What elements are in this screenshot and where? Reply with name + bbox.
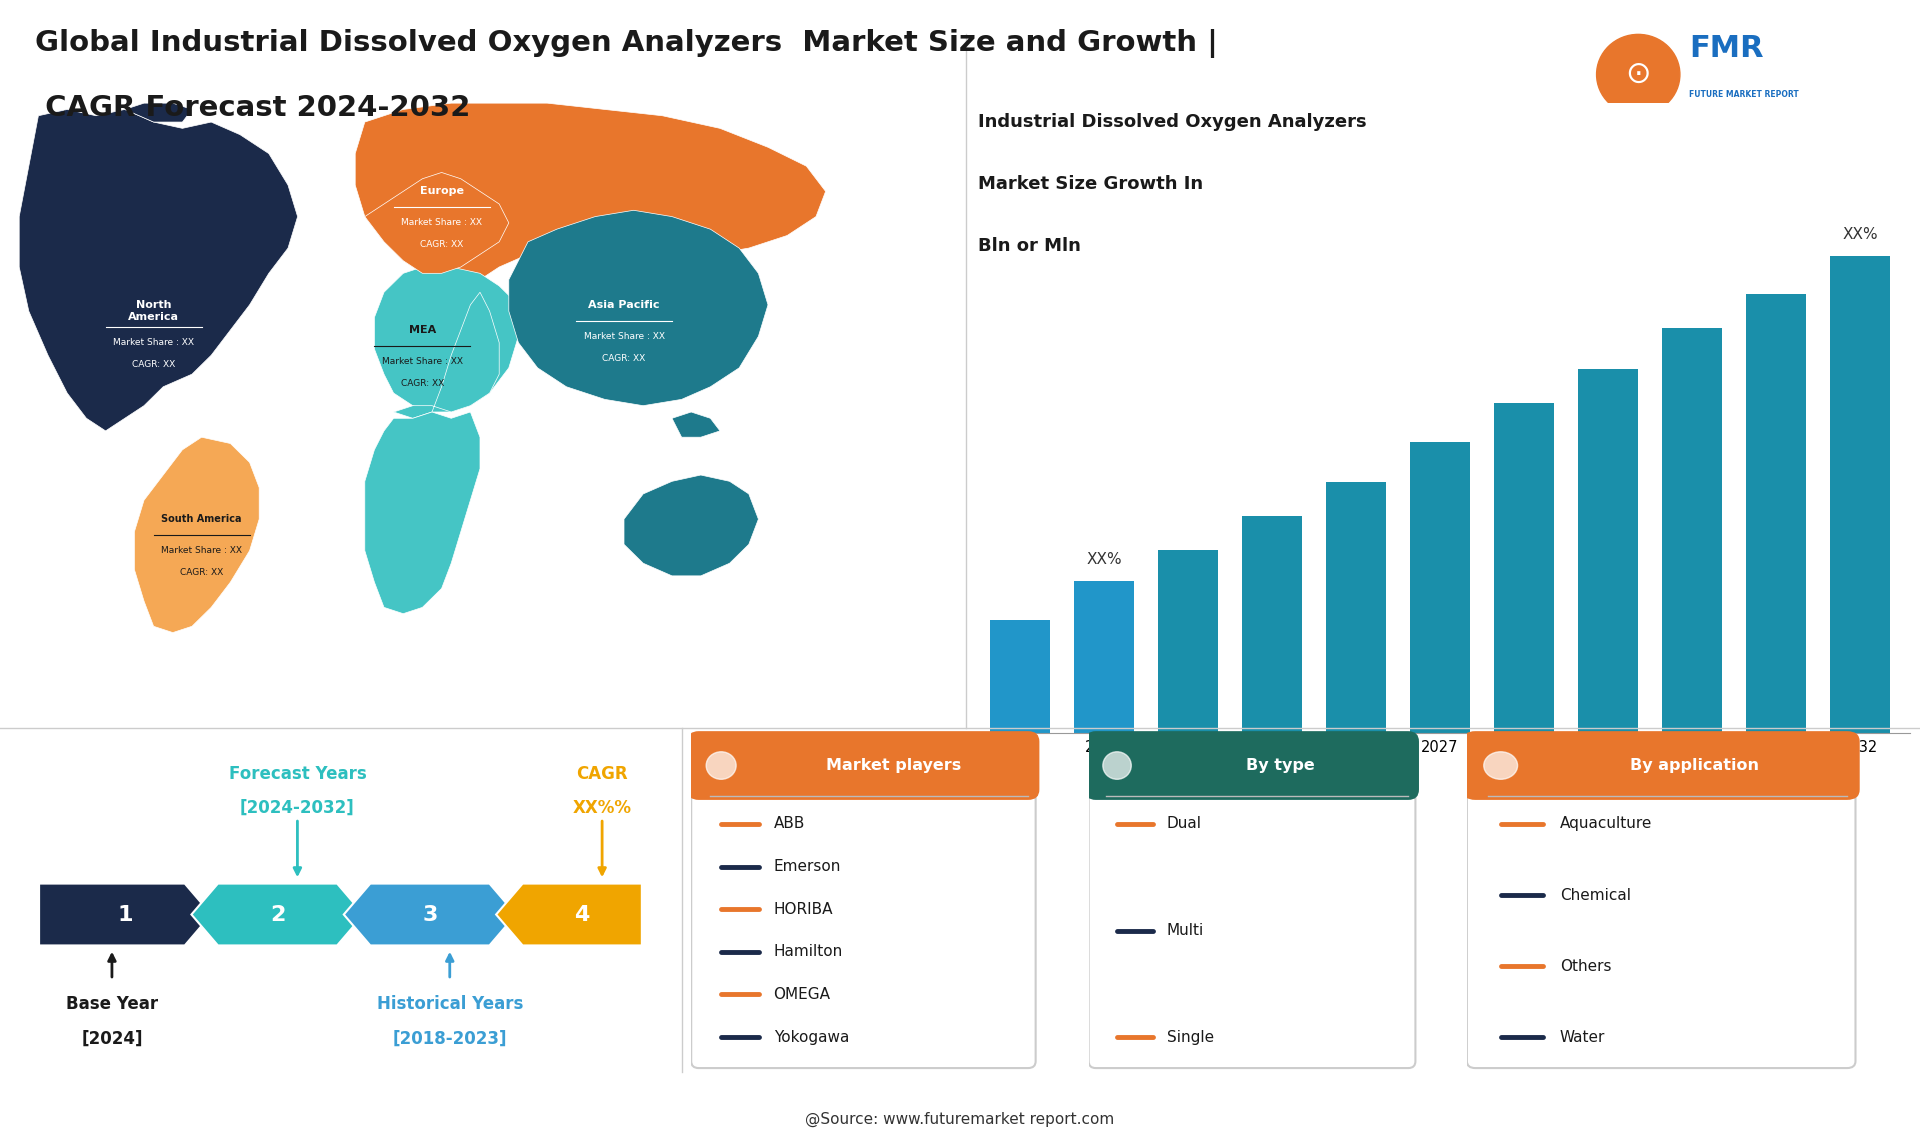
Text: Others: Others [1559, 958, 1611, 974]
Text: Historical Years: Historical Years [376, 995, 522, 1013]
Text: Hamilton: Hamilton [774, 944, 843, 959]
Text: HORIBA: HORIBA [774, 902, 833, 917]
Polygon shape [134, 437, 259, 633]
Text: Multi: Multi [1167, 923, 1204, 939]
Text: South America: South America [161, 515, 242, 524]
Text: CAGR Forecast 2024-2032: CAGR Forecast 2024-2032 [35, 94, 470, 121]
Text: ⊙: ⊙ [1626, 60, 1651, 89]
Bar [1158, 550, 1217, 733]
Polygon shape [192, 884, 363, 945]
Text: FUTURE MARKET REPORT: FUTURE MARKET REPORT [1690, 91, 1799, 99]
Text: Europe: Europe [420, 187, 463, 196]
Text: Forecast Years: Forecast Years [228, 764, 367, 783]
Bar [1409, 441, 1471, 733]
Text: [2024]: [2024] [81, 1029, 142, 1047]
Text: 2: 2 [271, 904, 286, 925]
Polygon shape [394, 292, 499, 418]
Polygon shape [19, 109, 298, 431]
Text: Emerson: Emerson [774, 860, 841, 874]
Circle shape [707, 752, 735, 779]
Text: Market Share : XX: Market Share : XX [161, 547, 242, 555]
Text: MEA: MEA [409, 325, 436, 335]
Text: Market players: Market players [826, 758, 962, 774]
Text: By application: By application [1630, 758, 1759, 774]
Text: CAGR: XX: CAGR: XX [132, 360, 175, 369]
Text: Yokogawa: Yokogawa [774, 1029, 849, 1045]
Bar [1242, 516, 1302, 733]
Text: Base Year: Base Year [65, 995, 157, 1013]
Polygon shape [38, 884, 211, 945]
Polygon shape [125, 103, 192, 121]
Text: XX%: XX% [1087, 552, 1121, 567]
Text: Chemical: Chemical [1559, 887, 1630, 903]
Text: 3: 3 [422, 904, 438, 925]
FancyBboxPatch shape [1085, 731, 1419, 800]
Text: Single: Single [1167, 1029, 1213, 1045]
Polygon shape [672, 411, 720, 437]
Text: CAGR: XX: CAGR: XX [603, 354, 645, 363]
Text: Dual: Dual [1167, 816, 1202, 832]
Text: Asia Pacific: Asia Pacific [588, 300, 660, 309]
FancyBboxPatch shape [691, 738, 1035, 1068]
Text: Market Share : XX: Market Share : XX [113, 338, 194, 347]
FancyBboxPatch shape [687, 731, 1039, 800]
Bar [1073, 581, 1135, 733]
Text: Water: Water [1559, 1029, 1605, 1045]
Text: ABB: ABB [774, 816, 804, 832]
Text: 1: 1 [117, 904, 132, 925]
Polygon shape [509, 210, 768, 406]
Text: 4: 4 [574, 904, 589, 925]
Text: CAGR: CAGR [576, 764, 628, 783]
FancyBboxPatch shape [1467, 738, 1855, 1068]
Bar [1494, 403, 1555, 733]
Bar [1325, 482, 1386, 733]
Text: XX%: XX% [1841, 227, 1878, 242]
Text: CAGR: XX: CAGR: XX [420, 241, 463, 250]
Text: Market Share : XX: Market Share : XX [584, 332, 664, 340]
Text: XX%%: XX%% [572, 799, 632, 817]
FancyBboxPatch shape [1463, 731, 1860, 800]
Text: Market Size Growth In: Market Size Growth In [977, 175, 1204, 193]
Text: Industrial Dissolved Oxygen Analyzers: Industrial Dissolved Oxygen Analyzers [977, 112, 1367, 131]
Text: CAGR: XX: CAGR: XX [180, 568, 223, 578]
Polygon shape [344, 884, 516, 945]
Text: By type: By type [1246, 758, 1315, 774]
Polygon shape [365, 411, 480, 614]
Polygon shape [624, 474, 758, 575]
Bar [991, 620, 1050, 733]
Bar [1578, 369, 1638, 733]
Text: @Source: www.futuremarket report.com: @Source: www.futuremarket report.com [804, 1112, 1116, 1127]
Circle shape [1102, 752, 1131, 779]
Polygon shape [355, 103, 826, 292]
Polygon shape [374, 267, 518, 411]
Text: [2024-2032]: [2024-2032] [240, 799, 355, 817]
Circle shape [1484, 752, 1517, 779]
Text: Aquaculture: Aquaculture [1559, 816, 1653, 832]
Bar [1830, 256, 1891, 733]
Text: Market Share : XX: Market Share : XX [382, 358, 463, 366]
Text: CAGR: XX: CAGR: XX [401, 379, 444, 388]
Text: Global Industrial Dissolved Oxygen Analyzers  Market Size and Growth |: Global Industrial Dissolved Oxygen Analy… [35, 29, 1217, 57]
Circle shape [1597, 34, 1680, 115]
Text: Market Share : XX: Market Share : XX [401, 219, 482, 227]
FancyBboxPatch shape [1089, 738, 1415, 1068]
Text: North
America: North America [129, 300, 179, 322]
Text: Bln or Mln: Bln or Mln [977, 237, 1081, 256]
Text: [2018-2023]: [2018-2023] [392, 1029, 507, 1047]
Text: FMR: FMR [1690, 34, 1763, 63]
Polygon shape [495, 884, 641, 945]
Polygon shape [365, 172, 509, 273]
Bar [1663, 329, 1722, 733]
Text: OMEGA: OMEGA [774, 987, 831, 1002]
Bar [1745, 295, 1807, 733]
